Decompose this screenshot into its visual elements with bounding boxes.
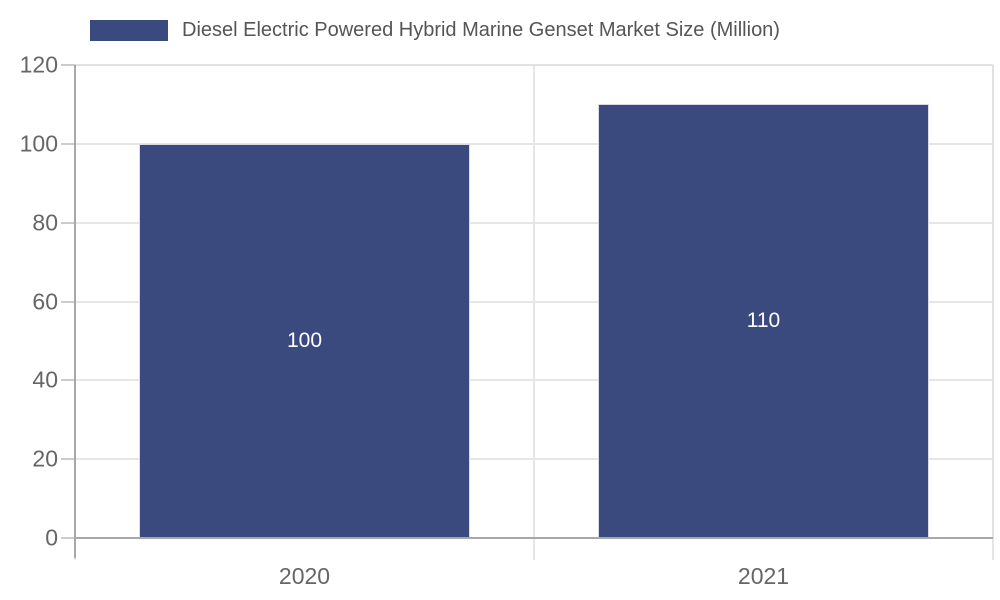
y-axis-tick-label: 60 — [32, 288, 58, 314]
y-axis-tick — [61, 458, 75, 461]
legend-label: Diesel Electric Powered Hybrid Marine Ge… — [182, 18, 780, 41]
bar-2021[interactable] — [598, 104, 929, 538]
y-axis-tick — [61, 221, 75, 224]
y-axis-tick-label: 0 — [45, 524, 58, 551]
legend[interactable]: Diesel Electric Powered Hybrid Marine Ge… — [90, 15, 780, 45]
y-axis-tick-label: 120 — [19, 51, 58, 78]
plot-border-right — [992, 65, 994, 538]
y-axis-tick-label: 100 — [19, 130, 58, 157]
y-axis-tick — [61, 64, 75, 66]
y-axis-tick — [61, 379, 75, 382]
x-axis-line — [75, 537, 993, 539]
x-axis-tick-label: 2021 — [737, 563, 790, 589]
bar-2020[interactable] — [139, 143, 470, 538]
y-axis-tick — [61, 142, 75, 145]
plot-border-top — [75, 64, 993, 66]
y-axis-tick-label: 40 — [32, 366, 58, 393]
y-axis-tick-label: 20 — [32, 445, 58, 472]
y-axis-tick — [61, 537, 75, 539]
bar-value-label: 110 — [746, 309, 781, 333]
category-boundary-line — [533, 65, 535, 560]
bar-value-label: 100 — [286, 328, 323, 352]
y-axis-line — [74, 65, 76, 558]
x-axis-tick-label: 2020 — [278, 563, 331, 589]
legend-swatch — [90, 19, 168, 41]
y-axis-tick — [61, 300, 75, 303]
y-axis-tick-label: 80 — [32, 209, 58, 236]
